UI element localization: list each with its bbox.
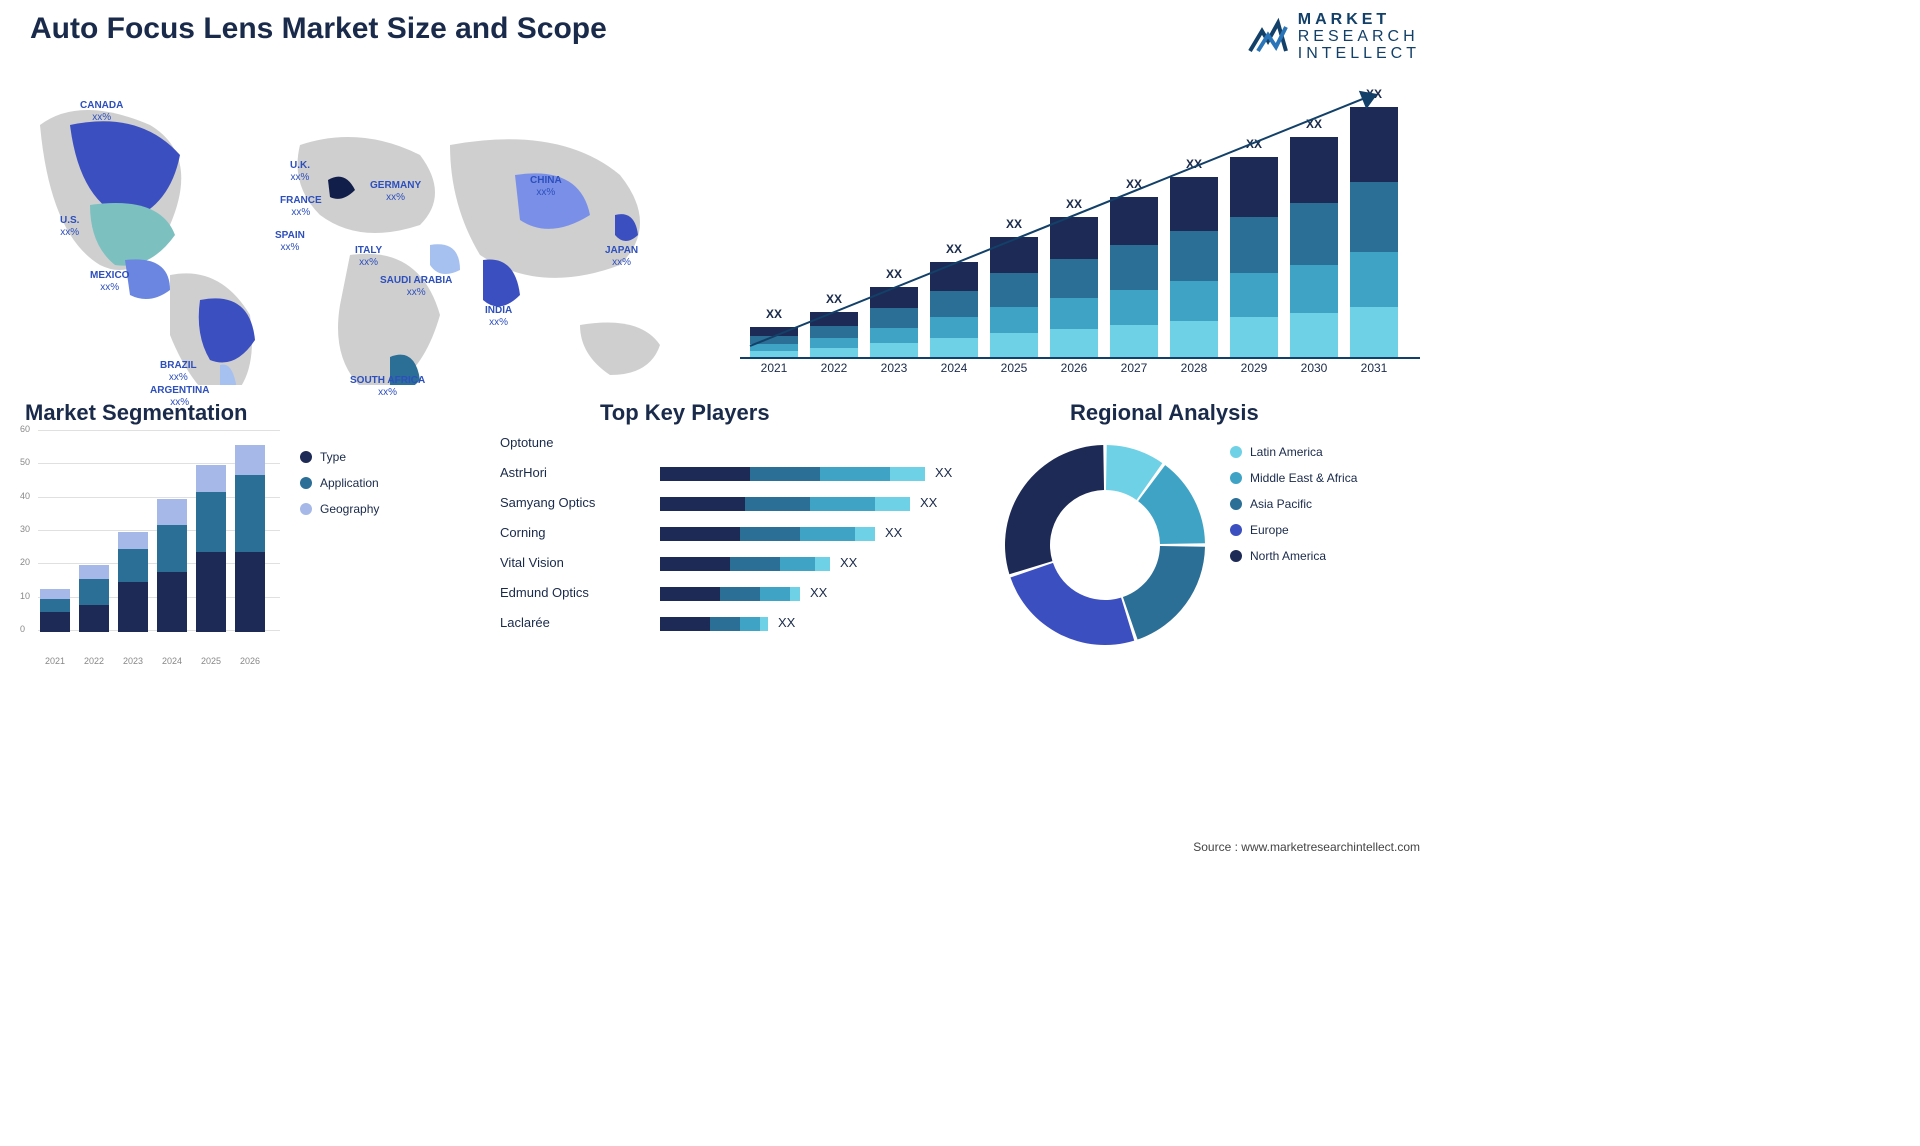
- map-label-mexico: MEXICOxx%: [90, 270, 129, 293]
- ra-legend-latin-america: Latin America: [1230, 445, 1357, 459]
- seg-legend-application: Application: [300, 476, 379, 490]
- donut-chart: [1005, 445, 1205, 645]
- map-label-germany: GERMANYxx%: [370, 180, 421, 203]
- segmentation-legend: Type Application Geography: [300, 450, 379, 528]
- donut-europe: [1010, 563, 1134, 645]
- map-label-italy: ITALYxx%: [355, 245, 382, 268]
- source-text: Source : www.marketresearchintellect.com: [1193, 840, 1420, 854]
- map-label-china: CHINAxx%: [530, 175, 562, 198]
- map-label-u-k-: U.K.xx%: [290, 160, 310, 183]
- map-label-brazil: BRAZILxx%: [160, 360, 197, 383]
- map-label-india: INDIAxx%: [485, 305, 512, 328]
- ra-legend-europe: Europe: [1230, 523, 1357, 537]
- forecast-bar-2023: XX2023: [870, 287, 918, 357]
- brand-logo: MARKET RESEARCH INTELLECT: [1248, 12, 1420, 62]
- player-corning: Corning: [500, 525, 546, 540]
- donut-asia-pacific: [1123, 546, 1205, 640]
- player-optotune: Optotune: [500, 435, 554, 450]
- map-label-u-s-: U.S.xx%: [60, 215, 79, 238]
- forecast-bar-2026: XX2026: [1050, 217, 1098, 357]
- forecast-axis: [740, 357, 1420, 359]
- forecast-bar-2028: XX2028: [1170, 177, 1218, 357]
- regional-chart: Latin America Middle East & Africa Asia Pa…: [1005, 430, 1425, 660]
- map-label-saudi-arabia: SAUDI ARABIAxx%: [380, 275, 452, 298]
- ra-legend-asia-pacific: Asia Pacific: [1230, 497, 1357, 511]
- forecast-bar-2027: XX2027: [1110, 197, 1158, 357]
- player-edmund-optics: Edmund Optics: [500, 585, 589, 600]
- forecast-bar-2030: XX2030: [1290, 137, 1338, 357]
- map-label-canada: CANADAxx%: [80, 100, 123, 123]
- ra-legend-middle-east-africa: Middle East & Africa: [1230, 471, 1357, 485]
- segmentation-chart: 0102030405060 202120222023202420252026: [20, 430, 280, 650]
- player-laclar-e: Laclarée: [500, 615, 550, 630]
- forecast-bar-2025: XX2025: [990, 237, 1038, 357]
- seg-legend-geography: Geography: [300, 502, 379, 516]
- forecast-chart: XX2021XX2022XX2023XX2024XX2025XX2026XX20…: [740, 85, 1420, 375]
- regional-title: Regional Analysis: [1070, 400, 1259, 426]
- ra-legend-north-america: North America: [1230, 549, 1357, 563]
- page-title: Auto Focus Lens Market Size and Scope: [30, 12, 607, 46]
- player-astrhori: AstrHori: [500, 465, 547, 480]
- player-vital-vision: Vital Vision: [500, 555, 564, 570]
- world-map: CANADAxx%U.S.xx%MEXICOxx%BRAZILxx%ARGENT…: [20, 85, 700, 385]
- forecast-bar-2024: XX2024: [930, 262, 978, 357]
- seg-legend-type: Type: [300, 450, 379, 464]
- map-label-spain: SPAINxx%: [275, 230, 305, 253]
- map-label-france: FRANCExx%: [280, 195, 322, 218]
- key-players-title: Top Key Players: [600, 400, 770, 426]
- map-svg: [20, 85, 700, 385]
- logo-icon: [1248, 17, 1288, 57]
- map-label-south-africa: SOUTH AFRICAxx%: [350, 375, 425, 398]
- donut-north-america: [1005, 445, 1104, 574]
- regional-legend: Latin America Middle East & Africa Asia Pa…: [1230, 445, 1357, 575]
- key-players-chart: OptotuneAstrHoriXXSamyang OpticsXXCornin…: [500, 430, 1000, 660]
- segmentation-title: Market Segmentation: [25, 400, 248, 426]
- player-samyang-optics: Samyang Optics: [500, 495, 595, 510]
- forecast-bar-2031: XX2031: [1350, 107, 1398, 357]
- map-label-japan: JAPANxx%: [605, 245, 638, 268]
- forecast-bar-2029: XX2029: [1230, 157, 1278, 357]
